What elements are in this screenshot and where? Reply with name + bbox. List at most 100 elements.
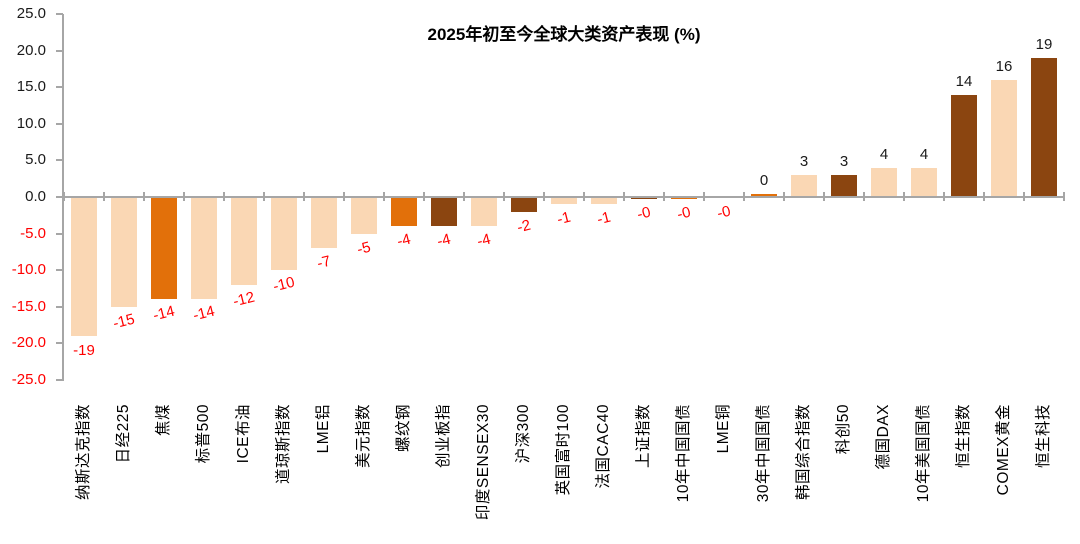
x-axis-tick [663,192,665,201]
x-category-label: 纳斯达克指数 [75,404,92,501]
x-axis-tick [103,192,105,201]
y-tick-label: -10.0 [11,261,46,279]
y-axis-tick [56,86,63,89]
x-axis-tick [743,192,745,201]
bar [511,197,537,212]
bar [391,197,417,227]
bar [671,197,697,200]
x-category-label: 螺纹钢 [395,404,412,453]
x-axis-tick [863,192,865,201]
x-axis-tick [423,192,425,201]
bar-value-label: 4 [879,145,889,163]
x-category-label: 韩国综合指数 [795,404,812,501]
bar [71,197,97,337]
bar [951,94,977,197]
bar [151,197,177,300]
x-category-label: COMEX黄金 [995,404,1012,496]
x-axis-tick [983,192,985,201]
bar [1031,57,1057,197]
y-tick-label: 0.0 [25,188,46,205]
bar-value-label: 14 [955,72,973,90]
x-category-label: ICE布油 [235,404,252,464]
y-axis-tick [56,342,63,345]
y-axis-tick [56,159,63,162]
y-tick-label: 10.0 [16,114,46,132]
x-category-label: LME铜 [715,404,732,454]
x-category-label: 印度SENSEX30 [475,404,492,521]
x-category-label: 10年美国国债 [915,404,932,503]
bar [631,197,657,200]
x-category-label: 标普500 [195,404,212,464]
x-category-label: 30年中国国债 [755,404,772,503]
bar [111,197,137,307]
y-axis-tick [56,305,63,308]
y-tick-label: 25.0 [16,5,46,22]
x-axis-tick [783,192,785,201]
x-category-label: 恒生科技 [1035,404,1052,469]
y-axis-tick [56,122,63,125]
bar-value-label: -0 [715,202,733,223]
x-axis-tick [303,192,305,201]
x-axis-tick [223,192,225,201]
y-tick-label: -15.0 [11,297,46,315]
bar [911,167,937,197]
x-category-label: 焦煤 [155,404,172,437]
x-axis-tick [503,192,505,201]
bar [271,197,297,271]
bar [231,197,257,285]
y-tick-label: -5.0 [20,224,46,242]
x-axis [62,196,1065,198]
y-tick-label: -20.0 [11,334,46,352]
x-axis-tick [703,192,705,201]
bar-value-label: -1 [555,208,573,229]
x-category-label: 科创50 [835,404,852,455]
bar-value-label: 19 [1035,35,1053,53]
x-axis-tick [623,192,625,201]
bar-value-label: -4 [475,230,493,251]
x-axis-tick [583,192,585,201]
bar-value-label: 4 [919,145,929,163]
bar [431,197,457,227]
y-axis-tick [56,196,63,198]
bar-value-label: 0 [759,172,769,190]
x-category-label: 创业板指 [435,404,452,469]
bar [991,79,1017,197]
y-axis-tick [56,379,63,381]
x-category-label: 10年中国国债 [675,404,692,503]
x-axis-tick [263,192,265,201]
bar [791,175,817,197]
bar-value-label: -12 [231,288,257,311]
bar-value-label: -5 [355,238,373,258]
chart-title: 2025年初至今全球大类资产表现 (%) [427,25,701,44]
bar-value-label: -0 [675,203,693,224]
bar-value-label: 3 [799,153,809,171]
bar-value-label: 3 [839,153,849,171]
x-category-label: 美元指数 [355,404,372,469]
bar [351,197,377,234]
x-category-label: 日经225 [115,404,132,464]
bar [751,194,777,197]
x-axis-tick [943,192,945,201]
y-axis-tick [56,232,63,235]
y-tick-label: 5.0 [25,151,46,169]
bar [871,167,897,197]
x-category-label: 英国富时100 [555,404,572,496]
x-axis-tick [63,192,65,201]
y-axis-tick [56,49,63,52]
y-axis-tick [56,269,63,272]
y-axis-tick [56,13,63,15]
bar-value-label: 16 [995,57,1013,75]
bar [831,175,857,197]
x-axis-tick [543,192,545,201]
bar-value-label: -4 [435,230,453,251]
x-axis-tick [1063,192,1065,201]
y-tick-label: 15.0 [16,78,46,96]
x-axis-tick [823,192,825,201]
y-tick-label: 20.0 [16,41,46,59]
bar-value-label: -0 [635,203,653,224]
x-category-label: 道琼斯指数 [275,404,292,485]
x-axis-tick [183,192,185,201]
bar-value-label: -2 [515,216,533,237]
x-axis-tick [383,192,385,201]
